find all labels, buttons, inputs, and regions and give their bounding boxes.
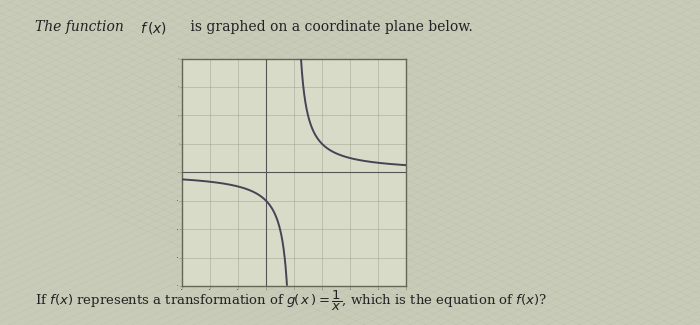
Text: The function: The function	[35, 20, 128, 33]
Text: If $f(x)$ represents a transformation of $g\!\left(\,x\,\right) = \dfrac{1}{x}$,: If $f(x)$ represents a transformation of…	[35, 289, 547, 313]
Text: is graphed on a coordinate plane below.: is graphed on a coordinate plane below.	[186, 20, 472, 33]
Text: $f\,(x)$: $f\,(x)$	[140, 20, 167, 35]
